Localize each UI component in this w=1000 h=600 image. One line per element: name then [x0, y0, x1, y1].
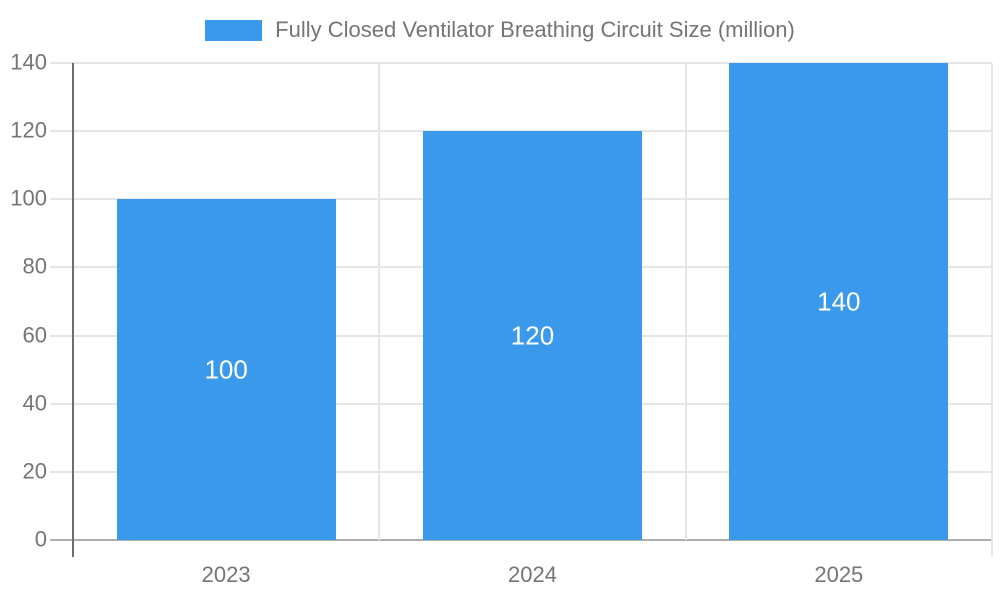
y-axis-tick-label: 60	[22, 322, 47, 348]
legend[interactable]: Fully Closed Ventilator Breathing Circui…	[0, 17, 1000, 43]
bar-value-label: 140	[817, 286, 861, 316]
x-axis-tick-label: 2025	[814, 562, 864, 587]
bar-value-label: 100	[204, 354, 248, 385]
y-axis-tick-label: 140	[10, 49, 47, 75]
plot-area: 0 20 40 60 80 100 120 140 100 2023 120 2024 140 2025	[10, 49, 993, 587]
x-axis-tick-label: 2023	[201, 562, 251, 587]
y-axis-tick-label: 40	[22, 390, 47, 416]
x-axis-tick-label: 2024	[508, 562, 557, 587]
zero-baseline	[50, 539, 992, 541]
bar-2025[interactable]: 140	[729, 63, 949, 540]
y-axis-tick-label: 80	[22, 253, 47, 279]
y-axis-tick-label: 0	[34, 526, 47, 552]
gridline-horizontal	[50, 62, 992, 64]
bar-2023[interactable]: 100	[116, 199, 336, 540]
plot-right-border	[991, 63, 993, 557]
y-axis-line	[72, 63, 74, 557]
gridline-vertical	[378, 63, 381, 540]
bar-value-label: 120	[510, 320, 555, 351]
gridline-vertical	[684, 63, 687, 540]
legend-label: Fully Closed Ventilator Breathing Circui…	[275, 17, 795, 42]
y-axis-tick-label: 20	[22, 458, 47, 484]
bar-2024[interactable]: 120	[423, 131, 642, 540]
y-axis-tick-label: 100	[10, 185, 47, 211]
legend-swatch-icon	[205, 19, 263, 41]
y-axis-tick-label: 120	[10, 117, 47, 143]
